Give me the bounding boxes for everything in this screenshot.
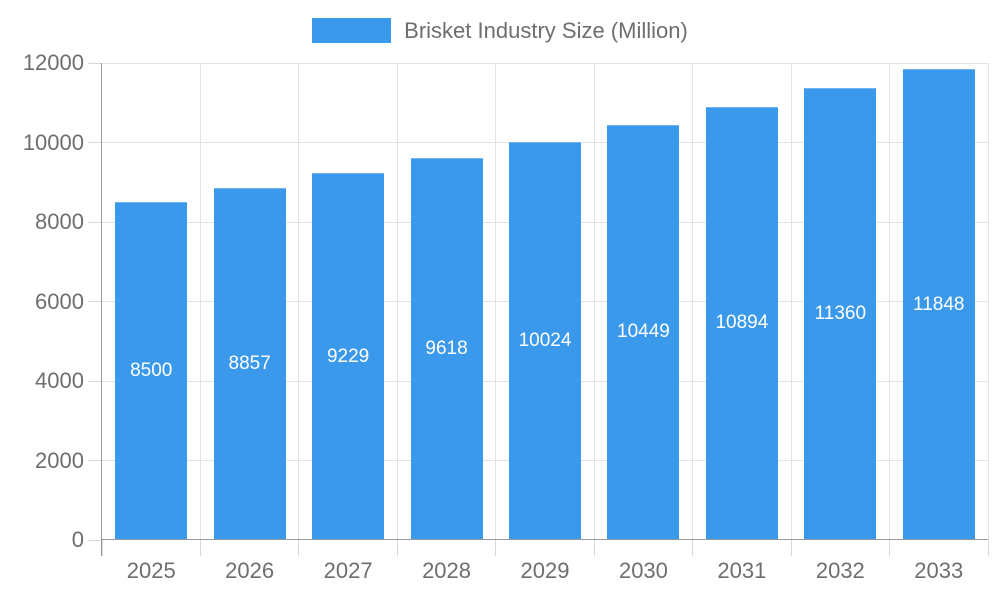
y-axis-tick bbox=[88, 539, 102, 541]
gridline-horizontal bbox=[102, 62, 988, 64]
bar-value-label: 10024 bbox=[518, 329, 572, 351]
bar-value-label: 8500 bbox=[130, 360, 173, 382]
x-axis-label: 2026 bbox=[225, 558, 275, 583]
legend-swatch bbox=[312, 18, 392, 43]
bar-value-label: 10449 bbox=[617, 321, 670, 343]
y-axis-line bbox=[101, 63, 102, 556]
x-axis-tick bbox=[692, 540, 694, 556]
y-axis-tick bbox=[88, 62, 102, 64]
x-axis-tick bbox=[101, 540, 103, 556]
y-axis-tick-label: 4000 bbox=[35, 368, 84, 393]
bar-value-label: 10894 bbox=[715, 312, 769, 334]
x-axis-tick bbox=[396, 540, 398, 556]
gridline-vertical bbox=[790, 63, 792, 540]
bar-value-label: 11360 bbox=[814, 303, 867, 325]
y-axis-tick bbox=[88, 460, 102, 461]
bar-2027[interactable] bbox=[312, 173, 385, 540]
bar-value-label: 9229 bbox=[326, 345, 370, 367]
x-axis-label: 2025 bbox=[126, 558, 176, 583]
y-axis-tick-label: 6000 bbox=[35, 288, 84, 314]
gridline-vertical bbox=[889, 63, 891, 540]
x-axis-line bbox=[101, 539, 988, 540]
x-axis-label: 2028 bbox=[422, 558, 472, 583]
x-axis-tick bbox=[889, 540, 891, 556]
legend[interactable]: Brisket Industry Size (Million) bbox=[0, 17, 1000, 44]
y-axis-tick bbox=[88, 142, 102, 143]
x-axis-label: 2027 bbox=[323, 558, 373, 583]
x-axis-tick bbox=[593, 540, 595, 556]
bar-2031[interactable] bbox=[705, 106, 778, 540]
x-axis-label: 2030 bbox=[618, 558, 668, 583]
bar-2028[interactable] bbox=[410, 157, 483, 540]
gridline-vertical bbox=[987, 63, 989, 540]
bar-2030[interactable] bbox=[607, 124, 680, 540]
y-axis-tick bbox=[88, 221, 102, 223]
y-axis-tick-label: 2000 bbox=[35, 447, 84, 473]
x-axis-tick bbox=[987, 540, 989, 556]
y-axis-tick-label: 12000 bbox=[22, 50, 84, 75]
bar-2029[interactable] bbox=[509, 141, 581, 540]
y-axis-tick bbox=[88, 301, 102, 302]
gridline-vertical bbox=[593, 63, 595, 540]
legend-label: Brisket Industry Size (Million) bbox=[404, 18, 688, 43]
y-axis-tick bbox=[88, 380, 102, 382]
gridline-vertical bbox=[396, 63, 398, 540]
y-axis-tick-label: 8000 bbox=[35, 209, 84, 234]
bar-2033[interactable] bbox=[902, 69, 975, 540]
x-axis-label: 2033 bbox=[914, 558, 964, 583]
bar-value-label: 11848 bbox=[913, 293, 965, 315]
bar-value-label: 8857 bbox=[228, 352, 271, 374]
x-axis-tick bbox=[298, 540, 300, 556]
x-axis-tick bbox=[495, 540, 497, 556]
bar-2025[interactable] bbox=[115, 202, 188, 540]
x-axis-label: 2032 bbox=[815, 558, 865, 583]
x-axis-tick bbox=[199, 540, 201, 556]
gridline-vertical bbox=[692, 63, 694, 540]
bar-2032[interactable] bbox=[804, 88, 877, 540]
gridline-vertical bbox=[298, 63, 300, 540]
gridline-vertical bbox=[495, 63, 497, 540]
y-axis-tick-label: 10000 bbox=[22, 129, 84, 155]
x-axis-label: 2031 bbox=[717, 558, 767, 583]
y-axis-tick-label: 0 bbox=[71, 527, 84, 552]
x-axis-label: 2029 bbox=[520, 558, 570, 583]
gridline-vertical bbox=[199, 63, 201, 540]
x-axis-tick bbox=[790, 540, 792, 556]
bar-value-label: 9618 bbox=[425, 337, 468, 359]
bar-2026[interactable] bbox=[213, 187, 286, 540]
